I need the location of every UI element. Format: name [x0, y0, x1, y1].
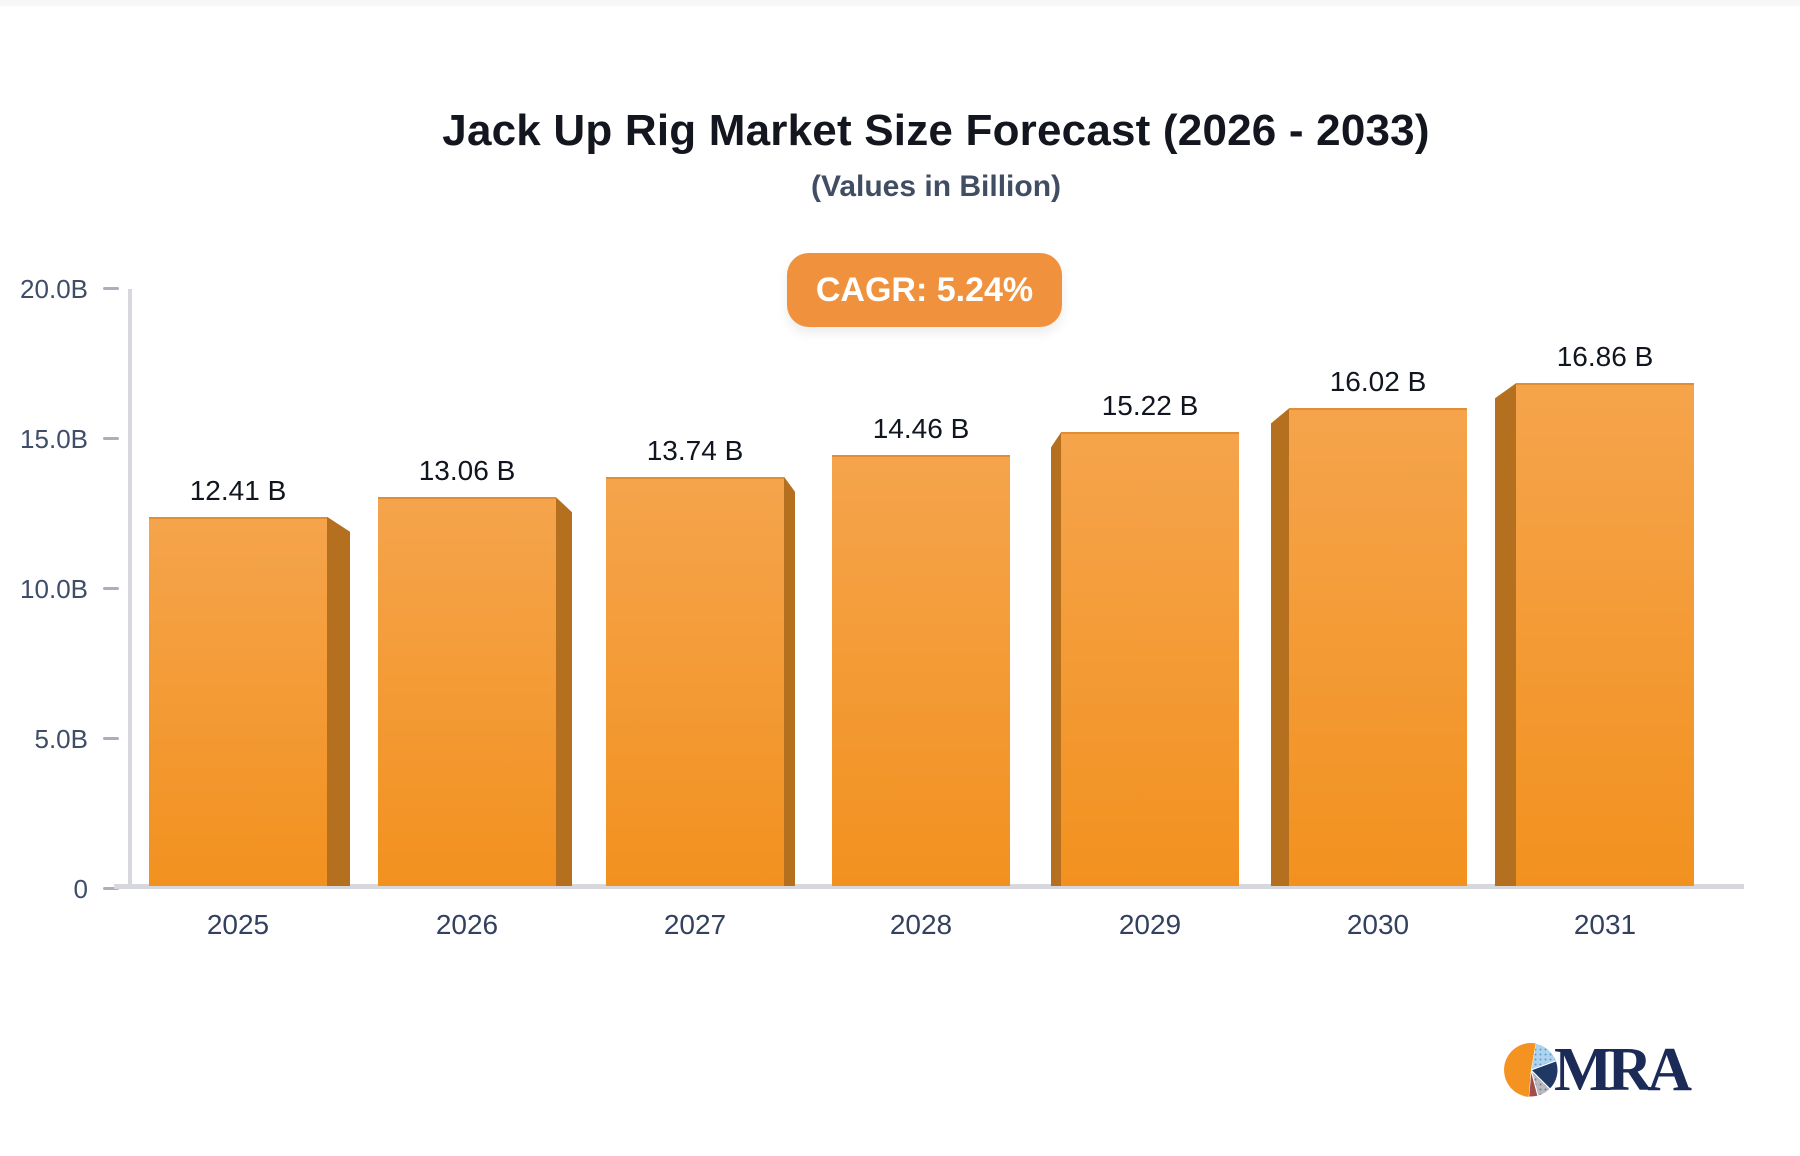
bar [606, 476, 784, 886]
pie-slice-maroon [1528, 1069, 1539, 1098]
bar-side-face [556, 497, 572, 886]
x-axis-label: 2026 [435, 909, 499, 940]
logo-pie-icon [1504, 1042, 1559, 1098]
logo: MRA [1503, 1036, 1692, 1104]
y-axis-tick-label: 0 [73, 874, 88, 904]
x-axis-label: 2028 [889, 909, 953, 940]
bar-value-label: 15.22 B [1101, 390, 1199, 422]
y-axis-tick-label: 15.0B [20, 424, 88, 454]
x-axis-label: 2025 [206, 909, 270, 940]
y-axis-tick [103, 587, 119, 590]
bar-value-label: 13.06 B [418, 455, 516, 487]
y-axis-tick-label: 5.0B [34, 724, 89, 754]
bar [832, 455, 1010, 886]
y-axis-tick [103, 887, 119, 890]
x-axis-label: 2027 [663, 909, 727, 940]
top-edge-strip [0, 0, 1800, 6]
logo-text: MRA [1554, 1036, 1692, 1104]
bar-value-label: 13.74 B [646, 434, 744, 466]
pie-slice-orange [1504, 1043, 1536, 1097]
bar [149, 516, 327, 886]
y-axis-tick [103, 737, 119, 740]
y-axis-tick-label: 10.0B [20, 574, 88, 604]
chart-header: Jack Up Rig Market Size Forecast (2026 -… [130, 106, 1742, 205]
x-axis-label: 2029 [1118, 909, 1182, 940]
y-axis-tick-label: 20.0B [20, 274, 88, 304]
x-axis-label: 2030 [1346, 909, 1410, 940]
x-axis-label: 2031 [1573, 909, 1637, 940]
chart-title: Jack Up Rig Market Size Forecast (2026 -… [442, 106, 1430, 155]
bar [378, 497, 556, 886]
chart-subtitle: (Values in Billion) [810, 170, 1062, 203]
bar-value-label: 16.02 B [1329, 366, 1427, 398]
y-axis-tick [103, 287, 119, 290]
x-axis-line [114, 884, 1744, 889]
bar [1061, 432, 1239, 886]
bar-side-face [1495, 383, 1516, 886]
cagr-badge: CAGR: 5.24% [787, 253, 1062, 327]
bar-side-face [1051, 432, 1061, 886]
bar-side-face [784, 476, 795, 886]
bar-value-label: 12.41 B [189, 474, 287, 506]
bar-side-face [327, 516, 350, 886]
y-axis-line [128, 289, 132, 889]
bar [1289, 408, 1467, 886]
y-axis-tick [103, 437, 119, 440]
bar [1516, 383, 1694, 886]
bar-value-label: 16.86 B [1556, 341, 1654, 373]
bar-side-face [1271, 408, 1289, 886]
bar-value-label: 14.46 B [872, 413, 970, 445]
